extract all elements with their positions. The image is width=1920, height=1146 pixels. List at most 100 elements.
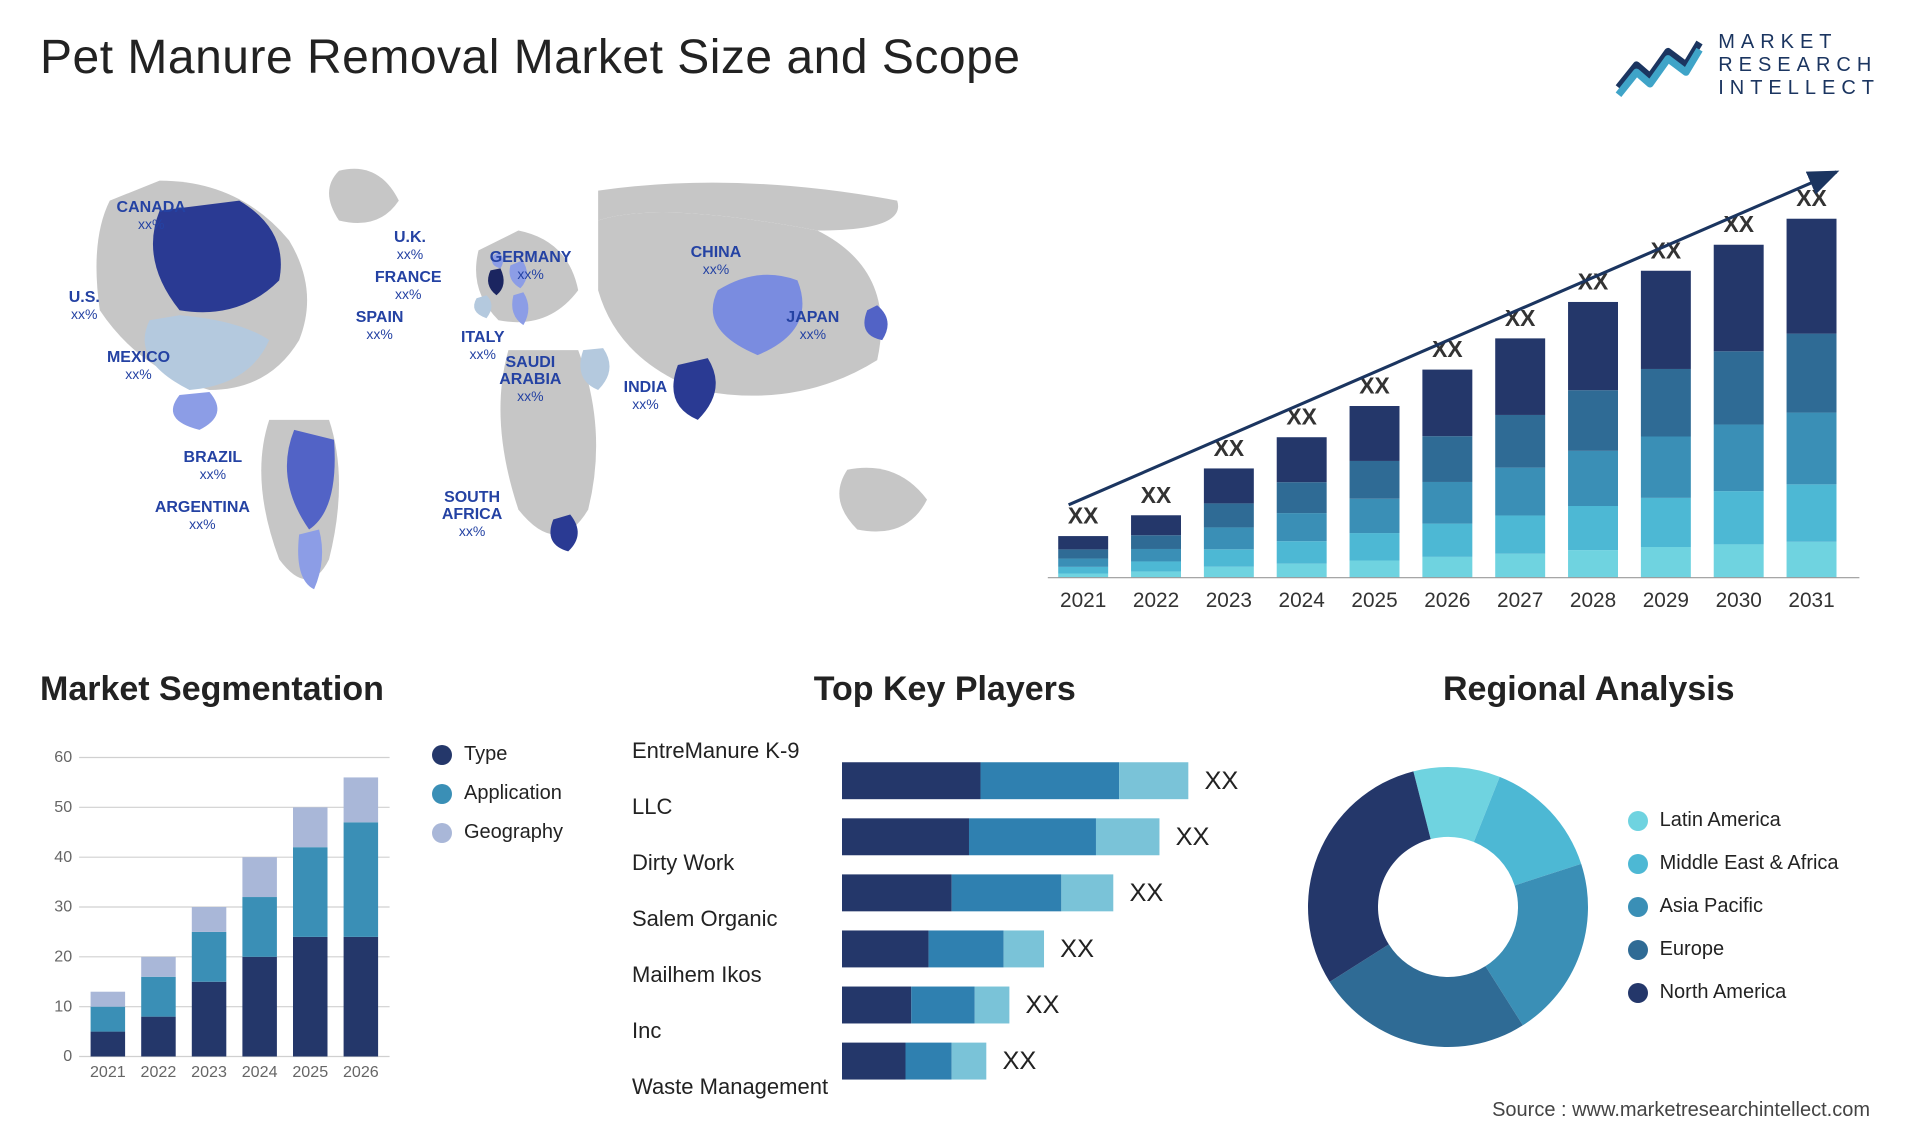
player-bar-segment (975, 987, 1010, 1024)
seg-bar-segment (192, 982, 227, 1057)
forecast-bar-segment (1714, 491, 1764, 544)
country-label: U.K.xx% (394, 230, 426, 264)
forecast-bar-segment (1422, 436, 1472, 482)
forecast-chart: 2021XX2022XX2023XX2024XX2025XX2026XX2027… (1027, 130, 1880, 630)
svg-text:2022: 2022 (141, 1063, 177, 1081)
legend-label: Type (464, 743, 507, 766)
source-attribution: Source : www.marketresearchintellect.com (1492, 1099, 1870, 1122)
segmentation-title: Market Segmentation (40, 670, 592, 709)
country-label: GERMANYxx% (490, 250, 572, 284)
forecast-bar-segment (1568, 506, 1618, 550)
svg-text:2025: 2025 (292, 1063, 328, 1081)
forecast-chart-panel: 2021XX2022XX2023XX2024XX2025XX2026XX2027… (1027, 130, 1880, 630)
country-label: BRAZILxx% (184, 450, 243, 484)
forecast-bar-segment (1204, 468, 1254, 503)
legend-item: Latin America (1628, 809, 1839, 832)
legend-item: Europe (1628, 938, 1839, 961)
player-name: Dirty Work (632, 850, 832, 876)
logo-line1: MARKET (1718, 31, 1880, 54)
country-label: SPAINxx% (356, 310, 404, 344)
player-bar-segment (842, 762, 981, 799)
forecast-bar-segment (1277, 564, 1327, 578)
forecast-bar-segment (1641, 436, 1691, 497)
forecast-bar-segment (1568, 390, 1618, 451)
forecast-bar-segment (1786, 219, 1836, 334)
forecast-bar-segment (1714, 351, 1764, 424)
legend-item: Type (432, 743, 592, 766)
forecast-bar-segment (1714, 425, 1764, 492)
player-value-label: XX (1129, 879, 1163, 907)
player-name: EntreManure K-9 (632, 738, 832, 764)
country-label: SOUTHAFRICAxx% (442, 490, 502, 540)
player-bar-segment (969, 818, 1096, 855)
seg-bar-segment (192, 932, 227, 982)
forecast-bar-segment (1204, 503, 1254, 527)
player-value-label: XX (1026, 991, 1060, 1019)
seg-bar-segment (293, 847, 328, 937)
forecast-bar-segment (1495, 415, 1545, 468)
forecast-bar-segment (1641, 271, 1691, 369)
regional-legend: Latin AmericaMiddle East & AfricaAsia Pa… (1628, 809, 1839, 1004)
seg-bar-segment (242, 957, 277, 1057)
seg-bar-segment (344, 822, 379, 937)
forecast-bar-segment (1641, 498, 1691, 547)
logo-icon (1614, 30, 1704, 100)
forecast-bar-segment (1058, 574, 1108, 578)
forecast-bar-segment (1349, 533, 1399, 560)
forecast-bar-segment (1277, 437, 1327, 482)
svg-text:40: 40 (54, 848, 72, 866)
seg-bar-segment (242, 897, 277, 957)
forecast-bar-segment (1131, 535, 1181, 549)
key-players-chart: XXXXXXXXXXXX (842, 723, 1258, 1116)
player-name: LLC (632, 794, 832, 820)
forecast-value-label: XX (1068, 503, 1099, 529)
player-bar-segment (911, 987, 974, 1024)
player-bar-segment (842, 930, 929, 967)
legend-label: Europe (1660, 938, 1725, 961)
player-name: Salem Organic (632, 906, 832, 932)
country-label: FRANCExx% (375, 270, 442, 304)
forecast-bar-segment (1204, 567, 1254, 578)
regional-title: Regional Analysis (1298, 670, 1880, 709)
forecast-bar-segment (1568, 550, 1618, 578)
segmentation-chart: 0102030405060202120222023202420252026 (40, 723, 408, 1091)
legend-label: North America (1660, 981, 1787, 1004)
forecast-bar-segment (1277, 513, 1327, 541)
legend-dot (432, 784, 452, 804)
player-name-list: EntreManure K-9 LLC Dirty Work Salem Organi… (632, 723, 832, 1116)
forecast-bar-segment (1422, 370, 1472, 437)
world-map-panel: CANADAxx%U.S.xx%MEXICOxx%BRAZILxx%ARGENT… (40, 130, 997, 630)
seg-bar-segment (91, 1032, 126, 1057)
forecast-bar-segment (1349, 561, 1399, 578)
forecast-bar-segment (1422, 524, 1472, 557)
forecast-bar-segment (1495, 468, 1545, 516)
logo-line2: RESEARCH (1718, 54, 1880, 77)
legend-dot (1628, 983, 1648, 1003)
player-value-label: XX (1060, 935, 1094, 963)
player-bar-segment (905, 1043, 951, 1080)
forecast-year-label: 2026 (1424, 589, 1470, 612)
country-label: SAUDIARABIAxx% (499, 355, 561, 405)
svg-text:50: 50 (54, 798, 72, 816)
player-bar-segment (1061, 874, 1113, 911)
player-bar-segment (952, 1043, 987, 1080)
segmentation-panel: Market Segmentation 01020304050602021202… (40, 670, 592, 1090)
seg-bar-segment (91, 992, 126, 1007)
seg-bar-segment (141, 1017, 176, 1057)
country-label: ARGENTINAxx% (155, 500, 250, 534)
forecast-year-label: 2025 (1351, 589, 1397, 612)
seg-bar-segment (293, 937, 328, 1057)
legend-item: North America (1628, 981, 1839, 1004)
forecast-bar-segment (1204, 549, 1254, 566)
country-label: CHINAxx% (691, 245, 742, 279)
player-bar-segment (842, 874, 952, 911)
forecast-year-label: 2022 (1133, 589, 1179, 612)
forecast-bar-segment (1422, 482, 1472, 524)
forecast-bar-segment (1568, 302, 1618, 390)
player-bar-segment (842, 818, 969, 855)
forecast-year-label: 2030 (1715, 589, 1761, 612)
forecast-bar-segment (1131, 561, 1181, 571)
forecast-bar-segment (1641, 547, 1691, 578)
legend-item: Application (432, 782, 592, 805)
svg-text:10: 10 (54, 997, 72, 1015)
